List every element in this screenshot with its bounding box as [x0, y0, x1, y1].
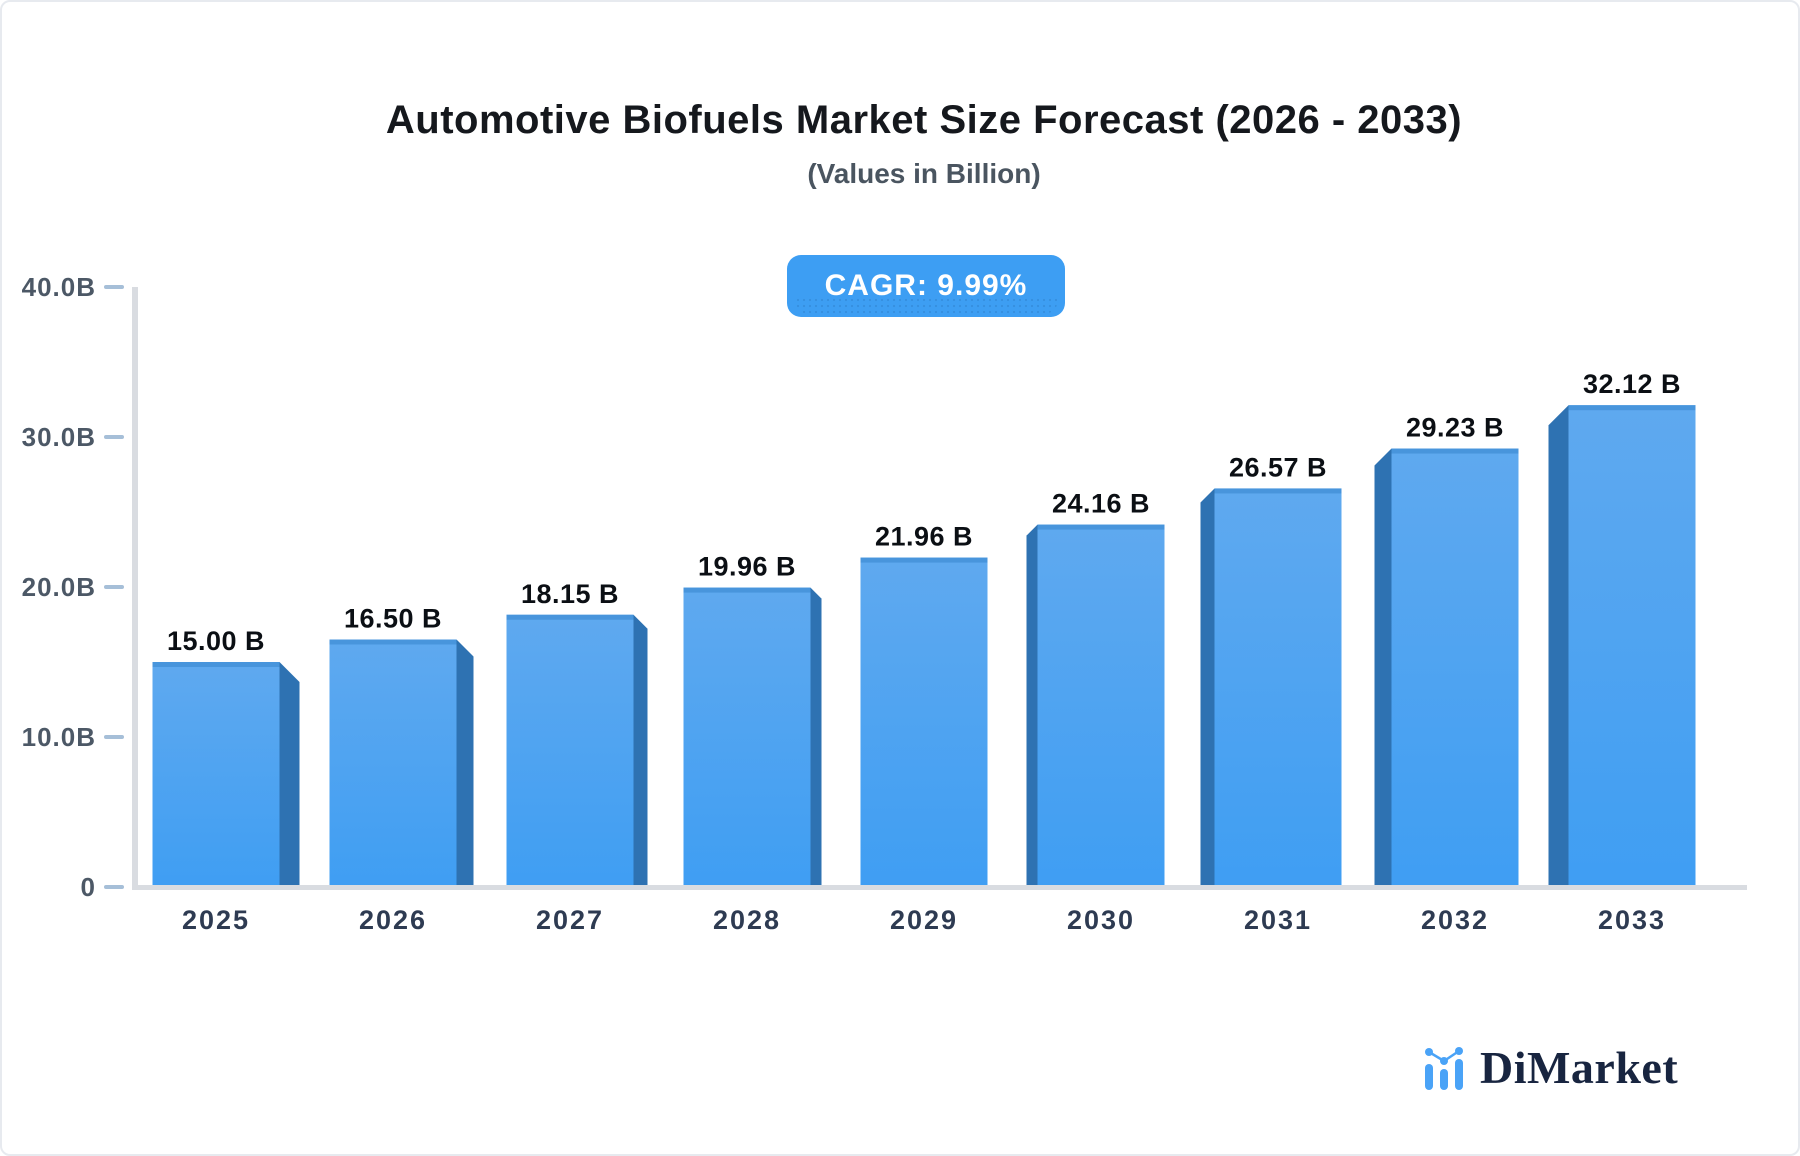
y-tick-mark [104, 735, 124, 739]
bar-front-face [1568, 405, 1696, 887]
bar-front-face [860, 557, 988, 887]
axes-group: 0 10.0B 20.0B 30.0B 40.0B [22, 272, 1747, 902]
bar-front-face [1214, 488, 1342, 887]
bar-top-edge [1568, 405, 1696, 411]
y-tick-label: 30.0B [22, 422, 96, 452]
bar-2030 [1026, 524, 1165, 887]
bar-top-edge [506, 614, 634, 620]
x-axis-label: 2032 [1421, 905, 1489, 935]
bars-group [152, 405, 1696, 887]
bar-side-face [1200, 488, 1215, 887]
bar-2033 [1548, 405, 1696, 887]
x-axis-label: 2029 [890, 905, 958, 935]
y-tick-mark [104, 585, 124, 589]
brand-logo: DiMarket [1424, 1042, 1679, 1093]
bar-side-face [810, 587, 822, 887]
y-tick-label: 0 [81, 872, 96, 902]
bar-front-face [683, 587, 811, 887]
x-axis-label: 2033 [1598, 905, 1666, 935]
bar-front-face [1037, 524, 1165, 887]
bar-front-face [1391, 448, 1519, 887]
x-axis-label: 2026 [359, 905, 427, 935]
bar-front-face [152, 662, 280, 887]
y-axis-line [132, 287, 138, 890]
bar-2028 [683, 587, 822, 887]
bar-2031 [1200, 488, 1342, 887]
bar-value-label: 26.57 B [1229, 452, 1327, 482]
bar-value-label: 24.16 B [1052, 489, 1150, 519]
bar-side-face [279, 662, 300, 887]
bar-top-edge [1037, 524, 1165, 530]
bar-top-edge [683, 587, 811, 593]
bar-side-face [1026, 524, 1038, 887]
chart-subtitle: (Values in Billion) [807, 158, 1041, 189]
bar-2032 [1374, 448, 1519, 887]
bar-value-label: 29.23 B [1406, 413, 1504, 443]
y-tick-label: 20.0B [22, 572, 96, 602]
y-tick-label: 10.0B [22, 722, 96, 752]
x-axis-line [132, 885, 1747, 890]
y-tick-mark [104, 435, 124, 439]
bar-front-face [329, 639, 457, 887]
y-tick-mark [104, 285, 124, 289]
bar-side-face [1548, 405, 1569, 887]
bar-value-label: 21.96 B [875, 522, 973, 552]
x-axis-label: 2031 [1244, 905, 1312, 935]
bar-side-face [1374, 448, 1392, 887]
bar-chart-logo-icon [1425, 1047, 1463, 1090]
bar-value-label: 15.00 B [167, 626, 265, 656]
cagr-badge: CAGR: 9.99% [787, 255, 1065, 317]
brand-name: DiMarket [1480, 1042, 1679, 1093]
bar-top-edge [1214, 488, 1342, 494]
y-tick-mark [104, 885, 124, 889]
y-tick-label: 40.0B [22, 272, 96, 302]
bar-2026 [329, 639, 474, 887]
x-axis-label: 2025 [182, 905, 250, 935]
chart-title: Automotive Biofuels Market Size Forecast… [385, 98, 1463, 142]
bar-top-edge [329, 639, 457, 645]
bar-2027 [506, 614, 648, 887]
bar-value-label: 32.12 B [1583, 369, 1681, 399]
bar-side-face [456, 639, 474, 887]
bar-top-edge [1391, 448, 1519, 454]
bar-value-label: 18.15 B [521, 579, 619, 609]
x-axis-label: 2027 [536, 905, 604, 935]
bar-value-label: 19.96 B [698, 552, 796, 582]
labels-group: 2025 15.00 B 2026 16.50 B 2027 18.15 B 2028 19.… [167, 369, 1681, 935]
bar-top-edge [152, 662, 280, 667]
bar-2025 [152, 662, 300, 887]
bar-top-edge [860, 557, 988, 563]
bar-side-face [633, 614, 648, 887]
bar-2029 [860, 557, 988, 887]
x-axis-label: 2030 [1067, 905, 1135, 935]
bar-value-label: 16.50 B [344, 604, 442, 634]
x-axis-label: 2028 [713, 905, 781, 935]
bar-front-face [506, 614, 634, 887]
